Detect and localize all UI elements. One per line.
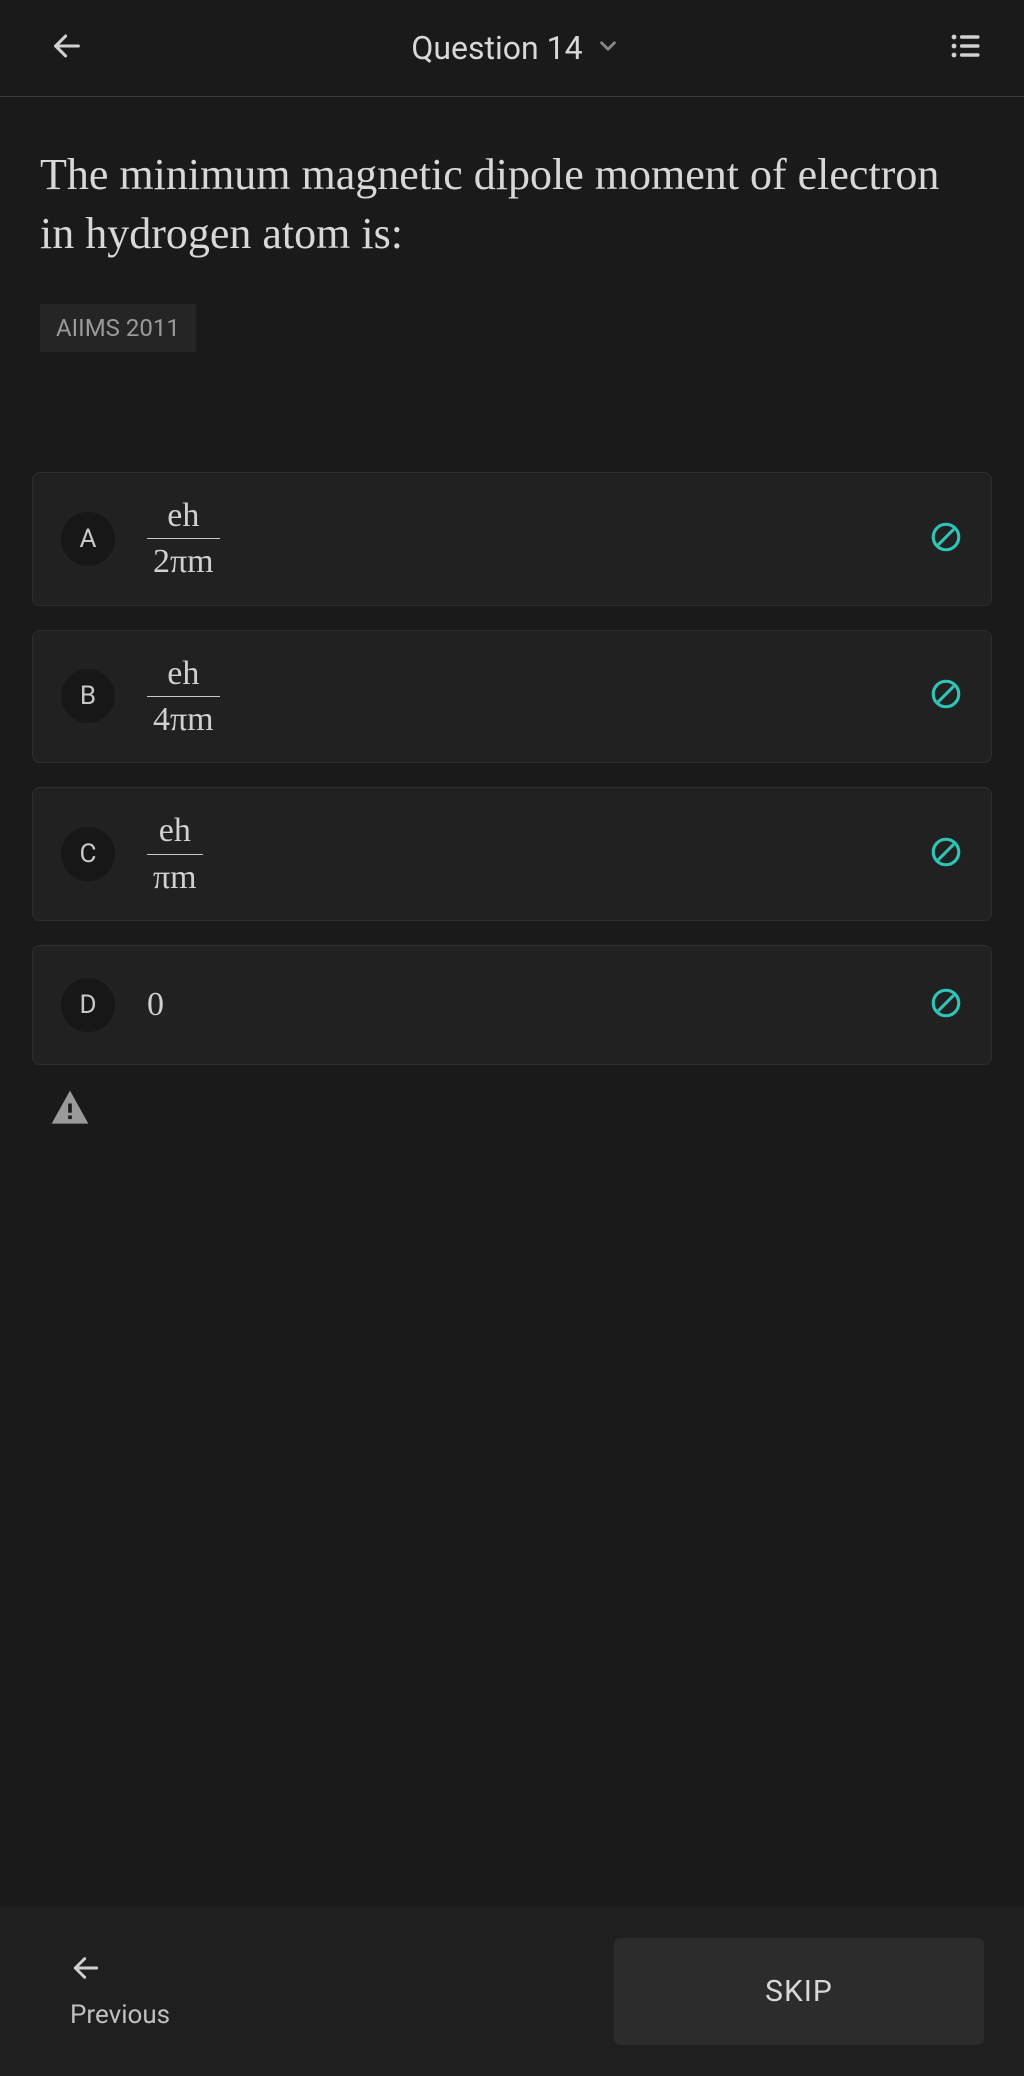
option-letter: D bbox=[61, 978, 115, 1032]
previous-button[interactable]: Previous bbox=[70, 1952, 170, 2030]
content-area: The minimum magnetic dipole moment of el… bbox=[0, 97, 1024, 1135]
fraction-numerator: eh bbox=[161, 655, 205, 696]
option-content: eh πm bbox=[147, 812, 929, 896]
option-a[interactable]: A eh 2πm bbox=[32, 472, 992, 606]
list-menu-icon[interactable] bbox=[948, 28, 984, 68]
option-content: 0 bbox=[147, 986, 929, 1024]
previous-label: Previous bbox=[70, 2000, 170, 2030]
fraction-denominator: 2πm bbox=[147, 538, 220, 580]
fraction-numerator: eh bbox=[161, 497, 205, 538]
fraction-numerator: eh bbox=[153, 812, 197, 853]
option-content: eh 4πm bbox=[147, 655, 929, 739]
option-letter: A bbox=[61, 512, 115, 566]
header: Question 14 bbox=[0, 0, 1024, 97]
question-selector[interactable]: Question 14 bbox=[411, 29, 620, 67]
eliminate-icon[interactable] bbox=[929, 677, 963, 715]
option-letter: C bbox=[61, 827, 115, 881]
option-d[interactable]: D 0 bbox=[32, 945, 992, 1065]
option-b[interactable]: B eh 4πm bbox=[32, 630, 992, 764]
chevron-down-icon bbox=[595, 33, 621, 63]
fraction-denominator: 4πm bbox=[147, 696, 220, 738]
option-letter: B bbox=[61, 669, 115, 723]
source-tag: AIIMS 2011 bbox=[40, 304, 196, 352]
footer: Previous SKIP bbox=[0, 1906, 1024, 2076]
question-text: The minimum magnetic dipole moment of el… bbox=[32, 145, 992, 264]
eliminate-icon[interactable] bbox=[929, 986, 963, 1024]
eliminate-icon[interactable] bbox=[929, 835, 963, 873]
eliminate-icon[interactable] bbox=[929, 520, 963, 558]
option-value: 0 bbox=[147, 986, 164, 1023]
back-arrow-icon[interactable] bbox=[50, 29, 84, 67]
options-list: A eh 2πm B eh 4πm bbox=[32, 472, 992, 1065]
option-c[interactable]: C eh πm bbox=[32, 787, 992, 921]
fraction-denominator: πm bbox=[147, 854, 203, 896]
report-warning-icon[interactable] bbox=[48, 1087, 992, 1135]
option-content: eh 2πm bbox=[147, 497, 929, 581]
back-arrow-icon bbox=[70, 1952, 102, 1988]
skip-button[interactable]: SKIP bbox=[614, 1938, 984, 2045]
header-title: Question 14 bbox=[411, 29, 582, 67]
